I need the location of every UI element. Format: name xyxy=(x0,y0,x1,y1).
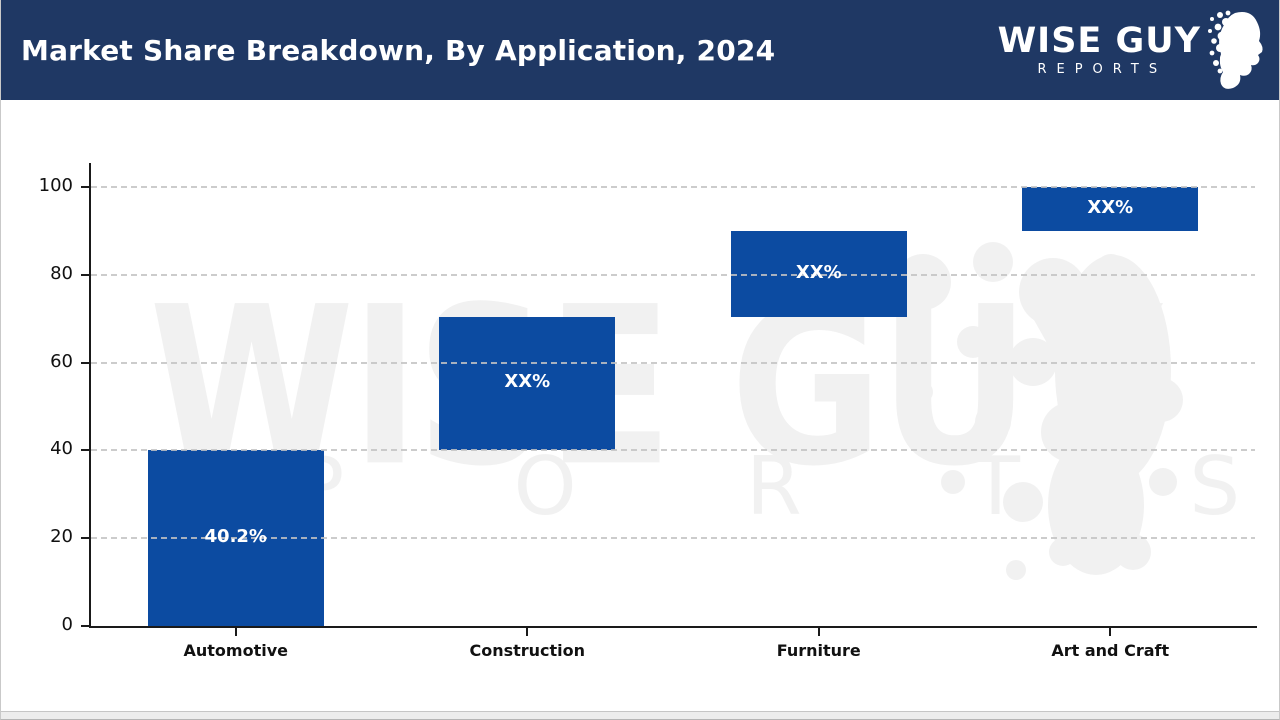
y-axis-spine xyxy=(89,163,91,628)
category-label-furniture: Furniture xyxy=(776,641,861,660)
gridline-20 xyxy=(91,537,1255,540)
y-tick xyxy=(81,537,90,540)
y-tick-label-40: 40 xyxy=(50,438,73,460)
gridline-60 xyxy=(91,361,1255,364)
gridline-40 xyxy=(91,449,1255,452)
bar-value-label: XX% xyxy=(795,262,842,284)
x-tick xyxy=(526,628,529,636)
page-title: Market Share Breakdown, By Application, … xyxy=(21,33,776,67)
y-tick xyxy=(81,449,90,452)
y-tick xyxy=(81,186,90,188)
y-tick-label-0: 0 xyxy=(61,614,73,635)
x-tick xyxy=(1109,628,1112,636)
logo-wordmark: WISE GUY xyxy=(997,20,1201,61)
logo-subtext: REPORTS xyxy=(1037,61,1168,77)
category-label-construction: Construction xyxy=(469,641,586,660)
x-tick xyxy=(234,628,237,636)
bar-construction xyxy=(439,317,616,450)
logo-head-icon xyxy=(1208,10,1263,89)
bar-art-and-craft xyxy=(1022,187,1199,232)
gridline-80 xyxy=(91,273,1255,276)
y-tick xyxy=(81,625,90,627)
bar-value-label: XX% xyxy=(504,371,551,393)
gridline-100 xyxy=(91,186,1255,188)
wise-guy-logo: WISE GUY REPORTS xyxy=(998,8,1267,92)
bar-value-label: XX% xyxy=(1087,197,1134,219)
header: Market Share Breakdown, By Application, … xyxy=(1,0,1279,100)
y-tick-label-20: 20 xyxy=(50,526,73,548)
bar-value-label: 40.2% xyxy=(204,525,267,547)
y-tick xyxy=(81,273,90,276)
y-tick-label-80: 80 xyxy=(50,262,73,284)
category-label-automotive: Automotive xyxy=(183,641,289,660)
category-label-art-and-craft: Art and Craft xyxy=(1051,641,1170,660)
x-tick xyxy=(817,628,820,636)
x-axis-spine xyxy=(89,626,1257,628)
y-tick-label-100: 100 xyxy=(38,175,73,196)
y-tick-label-60: 60 xyxy=(50,350,73,372)
waterfall-chart: WISE GUY P O R T S 40.2% Automotive XX% Con… xyxy=(1,100,1279,712)
y-tick xyxy=(81,361,90,364)
logo-text: WISE GUY REPORTS xyxy=(997,20,1201,77)
plot-area: 40.2% Automotive XX% Construction XX% Furnitu… xyxy=(1,100,1279,712)
footer-band xyxy=(1,711,1279,719)
